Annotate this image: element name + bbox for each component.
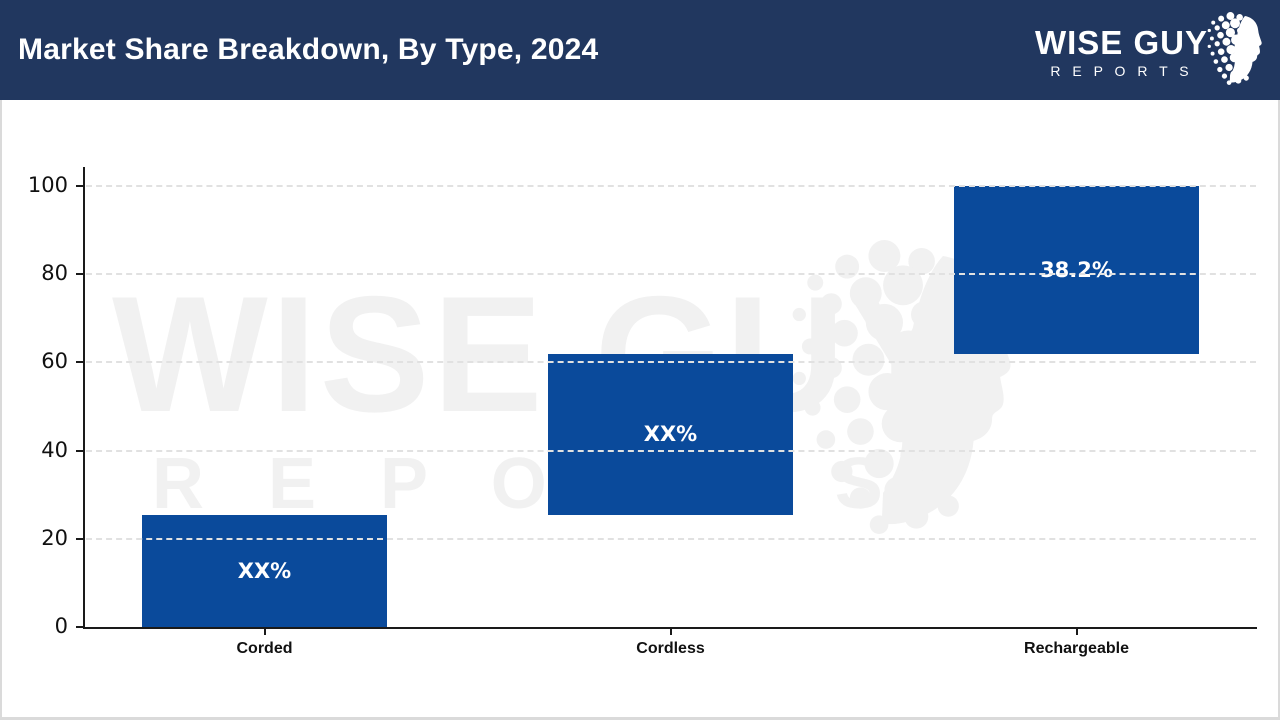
y-tick-mark (76, 537, 85, 540)
x-tick-mark (669, 629, 672, 635)
logo-head-icon (1207, 12, 1262, 85)
y-tick-label: 80 (41, 261, 68, 286)
x-tick-mark (263, 629, 266, 635)
page-edge-bottom (0, 717, 1280, 720)
logo-brand-text: WISE GUY (1034, 24, 1208, 61)
x-tick-mark (1075, 629, 1078, 635)
x-category-label-corded: Corded (236, 640, 293, 657)
y-tick-mark (76, 185, 85, 187)
x-category-label-cordless: Cordless (636, 640, 705, 657)
y-tick-label: 100 (27, 173, 68, 197)
y-tick-mark (76, 449, 85, 452)
grid-line (86, 273, 1256, 276)
x-category-label-rechargeable: Rechargeable (1024, 640, 1129, 657)
bar-rechargeable: 38.2% (954, 186, 1199, 355)
grid-line (86, 449, 1256, 452)
x-axis-line (83, 627, 1257, 629)
header-bar: Market Share Breakdown, By Type, 2024 WI… (0, 0, 1280, 100)
logo-text: WISE GUY R E P O R T S (1035, 26, 1208, 79)
y-axis-line (83, 167, 85, 629)
logo-reports-text: R E P O R T S (1050, 63, 1193, 79)
bar-value-label: XX% (643, 422, 698, 447)
page-edge-left (0, 100, 2, 720)
y-tick-label: 20 (41, 525, 68, 550)
y-tick-label: 40 (41, 437, 68, 462)
watermark-brand-text: WISE GUY (112, 262, 962, 446)
page-edge-right (1278, 100, 1280, 720)
y-tick-mark (76, 626, 85, 628)
grid-line (86, 537, 1256, 540)
wise-guy-reports-logo: WISE GUY R E P O R T S (1016, 6, 1266, 96)
y-tick-label: 0 (54, 614, 68, 638)
bar-value-label: 38.2% (1040, 258, 1113, 283)
y-tick-mark (76, 361, 85, 364)
grid-line (86, 185, 1256, 187)
grid-line (86, 361, 1256, 364)
y-tick-label: 60 (41, 349, 68, 374)
bar-value-label: XX% (237, 558, 292, 583)
y-tick-mark (76, 273, 85, 276)
chart-title: Market Share Breakdown, By Type, 2024 (18, 33, 599, 66)
bar-corded: XX% (142, 514, 387, 627)
bar-cordless: XX% (548, 354, 793, 515)
